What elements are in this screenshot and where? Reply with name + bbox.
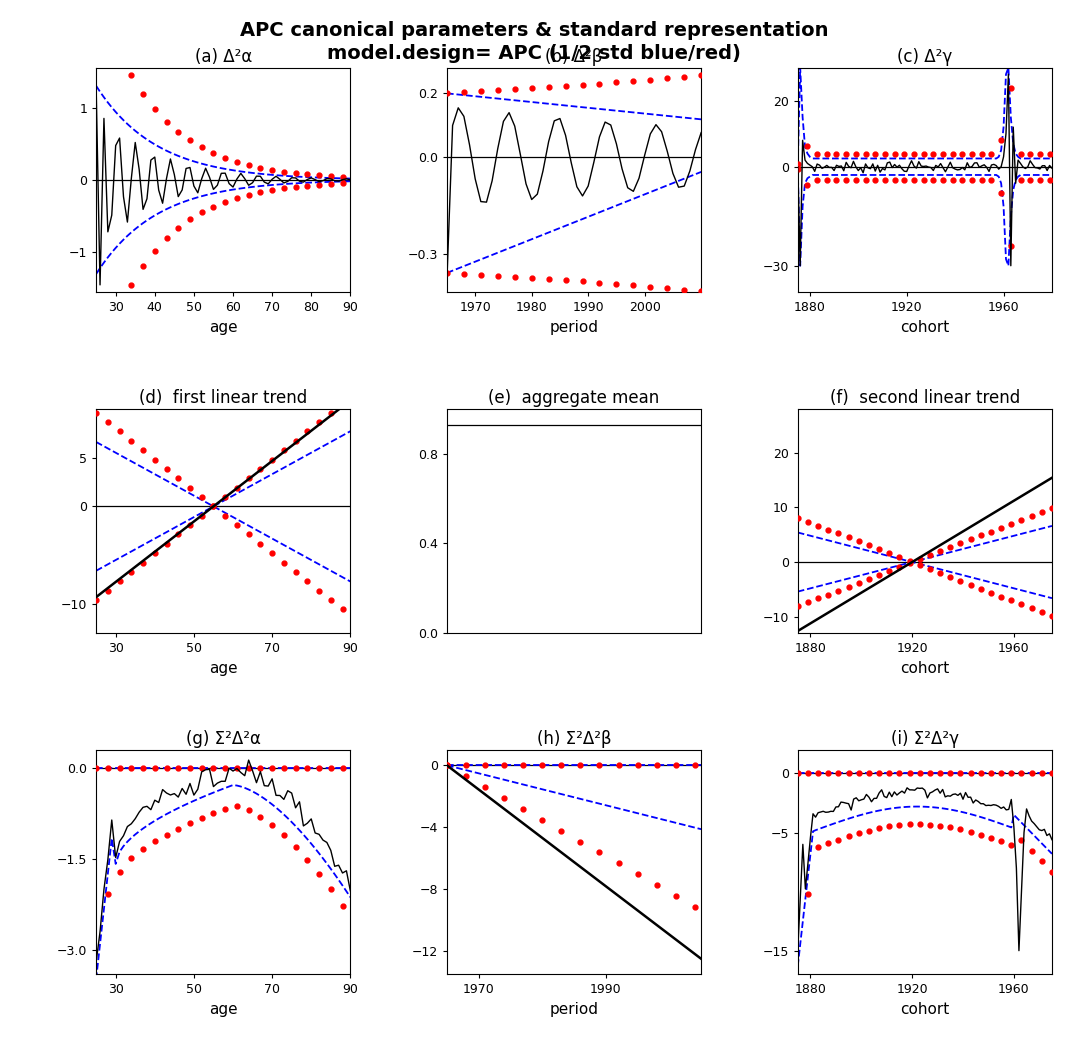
X-axis label: cohort: cohort — [900, 661, 949, 676]
Title: (f)  second linear trend: (f) second linear trend — [830, 390, 1020, 407]
Title: (i) Σ²Δ²γ: (i) Σ²Δ²γ — [891, 730, 959, 748]
Title: (g) Σ²Δ²α: (g) Σ²Δ²α — [186, 730, 261, 748]
Title: (h) Σ²Δ²β: (h) Σ²Δ²β — [537, 730, 611, 748]
Title: (b) Δ²β: (b) Δ²β — [546, 48, 602, 67]
Title: (e)  aggregate mean: (e) aggregate mean — [488, 390, 660, 407]
X-axis label: age: age — [209, 661, 237, 676]
X-axis label: age: age — [209, 320, 237, 334]
X-axis label: cohort: cohort — [900, 1001, 949, 1017]
X-axis label: period: period — [550, 1001, 598, 1017]
Text: model.design= APC (1/2 std blue/red): model.design= APC (1/2 std blue/red) — [327, 44, 741, 63]
Text: APC canonical parameters & standard representation: APC canonical parameters & standard repr… — [239, 21, 829, 40]
Title: (c) Δ²γ: (c) Δ²γ — [897, 48, 953, 67]
Title: (d)  first linear trend: (d) first linear trend — [139, 390, 308, 407]
X-axis label: period: period — [550, 320, 598, 334]
X-axis label: cohort: cohort — [900, 320, 949, 334]
Title: (a) Δ²α: (a) Δ²α — [194, 48, 252, 67]
X-axis label: age: age — [209, 1001, 237, 1017]
